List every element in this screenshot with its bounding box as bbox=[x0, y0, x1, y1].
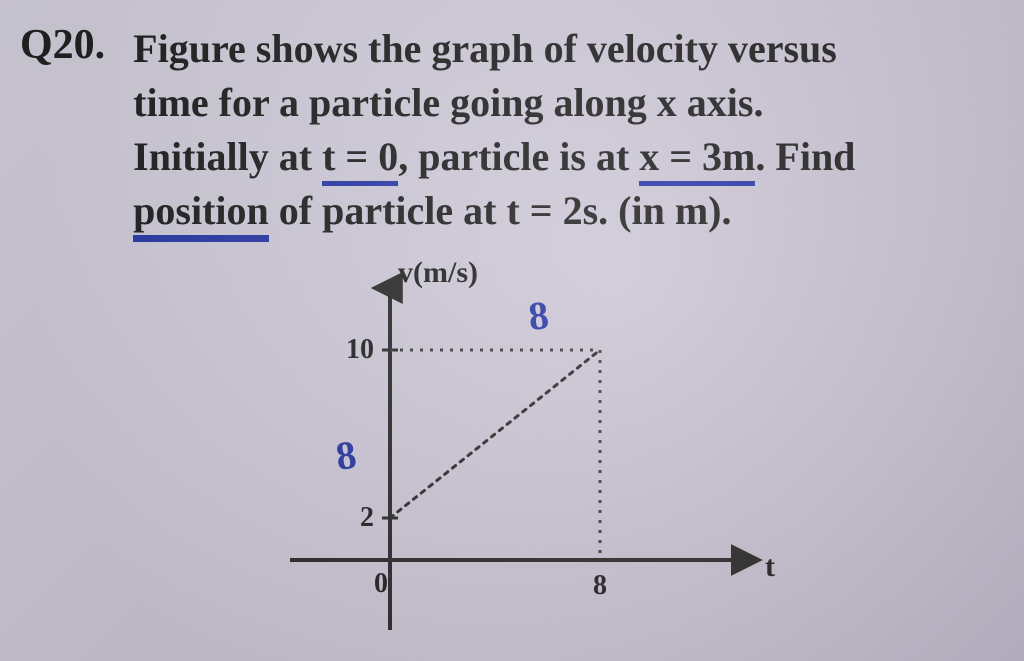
y-tick-2: 2 bbox=[360, 502, 374, 533]
question-number: Q20. bbox=[20, 22, 105, 68]
y-axis-label: v(m/s) bbox=[398, 256, 478, 289]
q-line2: time for a particle going along x axis. bbox=[133, 80, 763, 125]
y-tick-10: 10 bbox=[346, 334, 374, 365]
q-line1: Figure shows the graph of velocity versu… bbox=[133, 26, 837, 71]
q-t0-underline: t = 0 bbox=[322, 134, 398, 186]
q-position-underline: position bbox=[133, 188, 269, 242]
q-line3-a: Initially at bbox=[133, 134, 322, 179]
origin-label: 0 bbox=[374, 568, 388, 599]
velocity-line bbox=[390, 350, 600, 518]
pen-annotation-left: 8 bbox=[333, 432, 359, 479]
graph-container: v(m/s) t 10 2 0 8 8 8 bbox=[270, 260, 790, 640]
x-axis-label: t bbox=[765, 550, 775, 583]
pen-annotation-top: 8 bbox=[526, 292, 551, 339]
velocity-time-graph: v(m/s) t 10 2 0 8 8 8 bbox=[270, 260, 790, 640]
q-x3m-underline: x = 3m bbox=[639, 134, 755, 186]
question-row: Q20. Figure shows the graph of velocity … bbox=[0, 0, 1024, 238]
q-line3-post: . Find bbox=[755, 134, 855, 179]
page: Q20. Figure shows the graph of velocity … bbox=[0, 0, 1024, 661]
q-line3-mid: , particle is at bbox=[398, 134, 639, 179]
question-text: Figure shows the graph of velocity versu… bbox=[133, 22, 855, 238]
x-tick-8: 8 bbox=[593, 570, 607, 601]
q-line4-rest: of particle at t = 2s. (in m). bbox=[269, 188, 732, 233]
